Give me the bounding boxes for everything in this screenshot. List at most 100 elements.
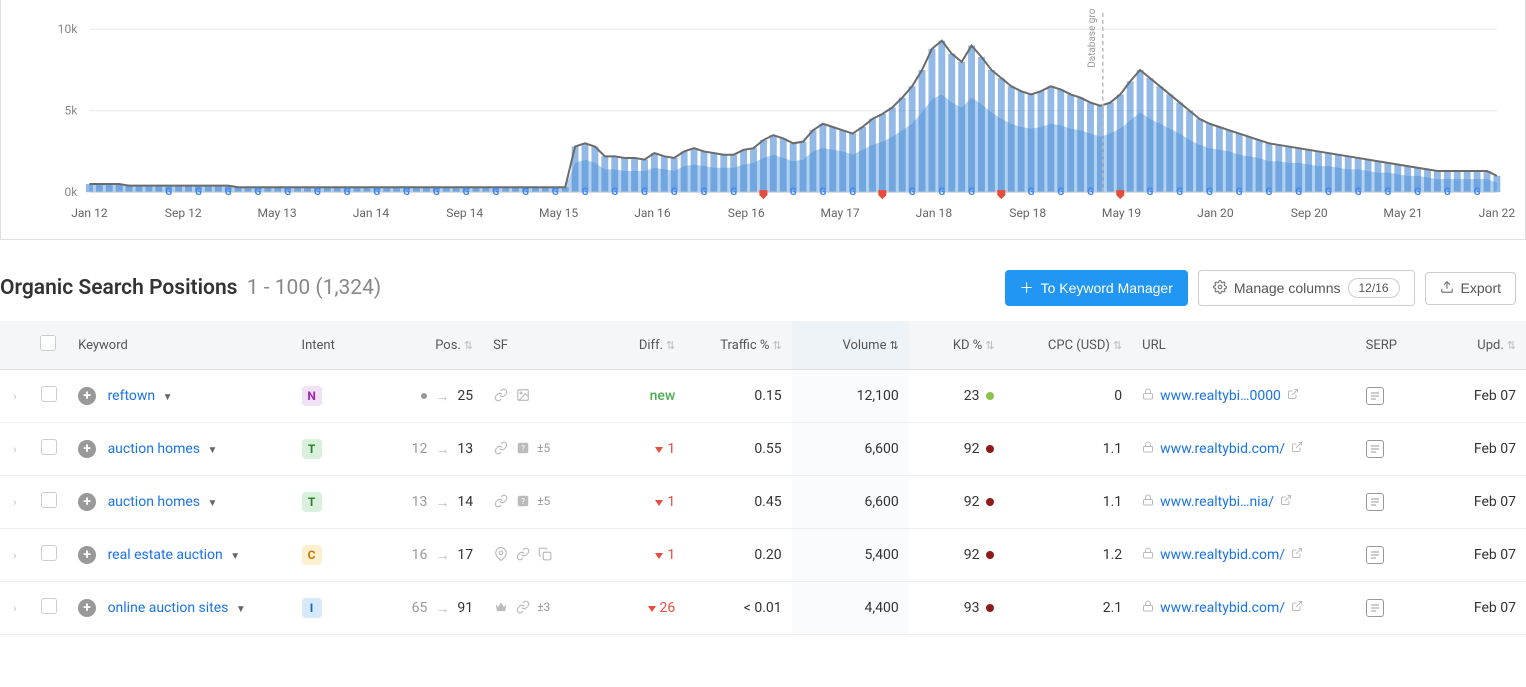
table-row: › + real estate auction ▼ C 16 → 17 1 0.… — [0, 529, 1526, 582]
add-keyword-icon[interactable]: + — [78, 387, 96, 405]
cpc-value: 1.1 — [1004, 423, 1132, 476]
arrow-right-icon: → — [435, 547, 449, 564]
keywords-table: Keyword Intent Pos.⇅ SF Diff.⇅ Traffic %… — [0, 321, 1526, 635]
keyword-link[interactable]: auction homes — [108, 494, 200, 510]
col-cpc[interactable]: CPC (USD)⇅ — [1004, 321, 1132, 370]
arrow-right-icon: → — [435, 494, 449, 511]
keyword-link[interactable]: reftown — [108, 388, 156, 404]
sort-icon: ⇅ — [985, 339, 994, 352]
upd-value: Feb 07 — [1430, 582, 1526, 635]
kd-value: 93 — [964, 600, 980, 616]
svg-text:G: G — [1355, 187, 1362, 198]
add-keyword-icon[interactable]: + — [78, 440, 96, 458]
expand-chevron-icon[interactable]: › — [13, 496, 16, 509]
sf-icons — [493, 387, 531, 403]
expand-chevron-icon[interactable]: › — [13, 443, 16, 456]
col-traffic[interactable]: Traffic %⇅ — [685, 321, 791, 370]
svg-text:G: G — [790, 187, 797, 198]
col-serp[interactable]: SERP — [1356, 321, 1430, 370]
link-icon — [493, 387, 509, 403]
export-button[interactable]: Export — [1425, 272, 1516, 305]
to-keyword-manager-button[interactable]: ＋ To Keyword Manager — [1005, 270, 1188, 306]
external-link-icon[interactable] — [1291, 600, 1303, 616]
serp-icon[interactable] — [1366, 546, 1384, 564]
expand-chevron-icon[interactable]: › — [13, 549, 16, 562]
svg-text:Sep 16: Sep 16 — [728, 206, 765, 220]
kd-value: 23 — [964, 388, 980, 404]
diff-down: 1 — [654, 547, 675, 563]
col-keyword[interactable]: Keyword — [68, 321, 291, 370]
cpc-value: 2.1 — [1004, 582, 1132, 635]
svg-text:G: G — [1206, 187, 1213, 198]
row-checkbox[interactable] — [41, 492, 57, 508]
col-volume[interactable]: Volume⇅ — [792, 321, 909, 370]
url-link[interactable]: www.realtybid.com/ — [1160, 547, 1285, 563]
svg-text:G: G — [1057, 187, 1064, 198]
table-row: › + reftown ▼ N → 25 new 0.15 12,100 23 … — [0, 370, 1526, 423]
col-url[interactable]: URL — [1132, 321, 1355, 370]
select-all-checkbox[interactable] — [40, 335, 56, 351]
upd-value: Feb 07 — [1430, 423, 1526, 476]
kd-dot-icon — [986, 445, 994, 453]
kd-dot-icon — [986, 498, 994, 506]
col-kd[interactable]: KD %⇅ — [909, 321, 1005, 370]
keyword-link[interactable]: online auction sites — [108, 600, 229, 616]
svg-text:G: G — [463, 187, 470, 198]
col-sf[interactable]: SF — [483, 321, 589, 370]
external-link-icon[interactable] — [1291, 547, 1303, 563]
external-link-icon[interactable] — [1280, 494, 1292, 510]
external-link-icon[interactable] — [1287, 388, 1299, 404]
kd-value: 92 — [964, 494, 980, 510]
dropdown-caret-icon[interactable]: ▼ — [208, 445, 218, 456]
svg-text:Sep 20: Sep 20 — [1291, 206, 1328, 220]
col-intent[interactable]: Intent — [292, 321, 366, 370]
plus-icon: ＋ — [1020, 278, 1034, 298]
lock-icon — [1142, 494, 1154, 510]
svg-text:0k: 0k — [64, 185, 78, 199]
row-checkbox[interactable] — [41, 598, 57, 614]
svg-text:G: G — [165, 187, 172, 198]
row-checkbox[interactable] — [41, 386, 57, 402]
add-keyword-icon[interactable]: + — [78, 599, 96, 617]
col-upd[interactable]: Upd.⇅ — [1430, 321, 1526, 370]
add-keyword-icon[interactable]: + — [78, 493, 96, 511]
dropdown-caret-icon[interactable]: ▼ — [230, 551, 240, 562]
row-checkbox[interactable] — [41, 545, 57, 561]
kd-value: 92 — [964, 441, 980, 457]
dropdown-caret-icon[interactable]: ▼ — [163, 392, 173, 403]
manage-columns-button[interactable]: Manage columns 12/16 — [1198, 270, 1415, 306]
url-link[interactable]: www.realtybid.com/ — [1160, 441, 1285, 457]
serp-icon[interactable] — [1366, 440, 1384, 458]
svg-text:G: G — [492, 187, 499, 198]
expand-chevron-icon[interactable]: › — [13, 390, 16, 403]
keyword-link[interactable]: real estate auction — [108, 547, 223, 563]
svg-text:G: G — [433, 187, 440, 198]
add-keyword-icon[interactable]: + — [78, 546, 96, 564]
sort-icon: ⇅ — [666, 339, 675, 352]
serp-icon[interactable] — [1366, 387, 1384, 405]
serp-icon[interactable] — [1366, 493, 1384, 511]
pos-prev: 16 — [412, 547, 428, 563]
url-link[interactable]: www.realtybi…0000 — [1160, 388, 1281, 404]
svg-text:G: G — [849, 187, 856, 198]
sf-icons: ?±5 — [493, 493, 550, 509]
arrow-right-icon: → — [435, 600, 449, 617]
svg-text:G: G — [522, 187, 529, 198]
dropdown-caret-icon[interactable]: ▼ — [236, 604, 246, 615]
lock-icon — [1142, 547, 1154, 563]
expand-chevron-icon[interactable]: › — [13, 602, 16, 615]
sort-icon: ⇅ — [772, 339, 781, 352]
row-checkbox[interactable] — [41, 439, 57, 455]
dropdown-caret-icon[interactable]: ▼ — [208, 498, 218, 509]
svg-text:G: G — [671, 187, 678, 198]
col-diff[interactable]: Diff.⇅ — [589, 321, 685, 370]
pin-icon — [493, 546, 509, 562]
intent-badge: T — [302, 492, 322, 512]
serp-icon[interactable] — [1366, 599, 1384, 617]
external-link-icon[interactable] — [1291, 441, 1303, 457]
url-link[interactable]: www.realtybid.com/ — [1160, 600, 1285, 616]
url-link[interactable]: www.realtybi…nia/ — [1160, 494, 1274, 510]
pos-dot-icon — [421, 393, 427, 399]
col-pos[interactable]: Pos.⇅ — [366, 321, 483, 370]
keyword-link[interactable]: auction homes — [108, 441, 200, 457]
